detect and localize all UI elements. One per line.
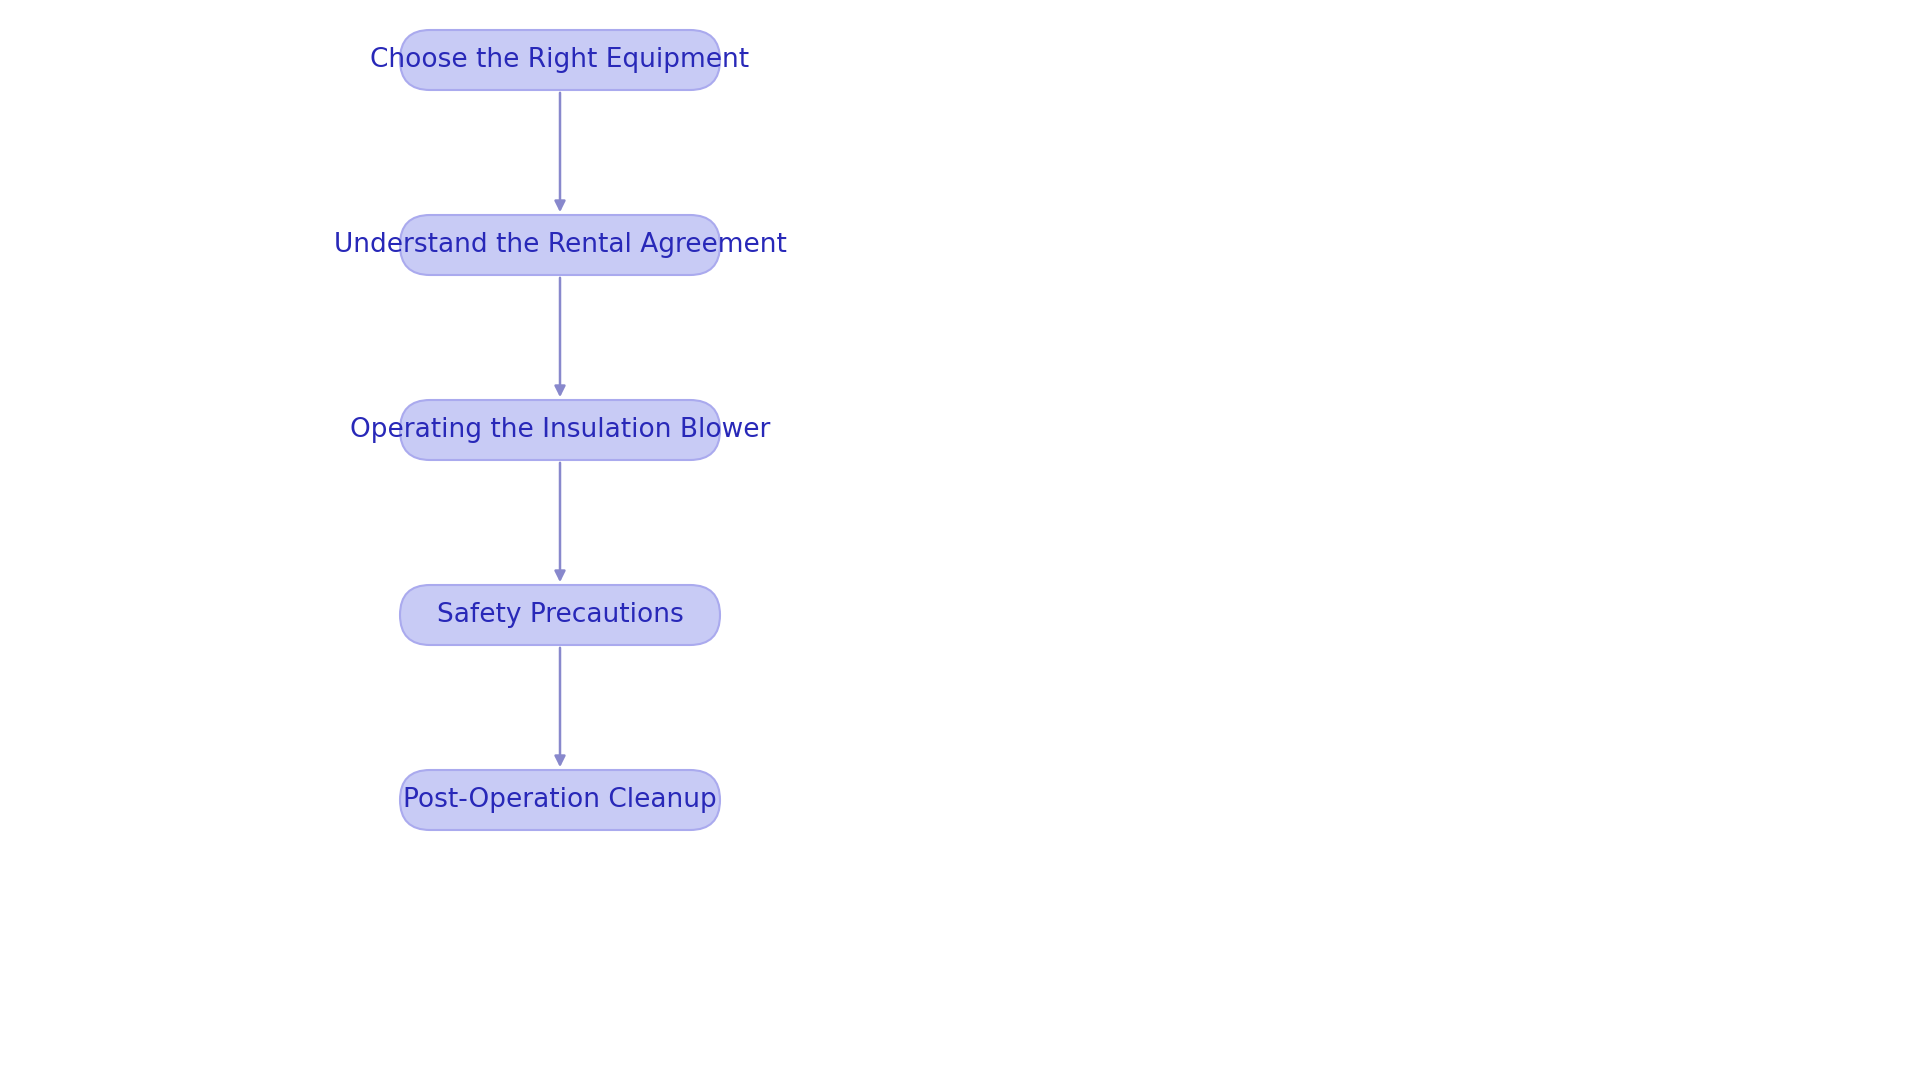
FancyBboxPatch shape — [399, 216, 720, 275]
Text: Post-Operation Cleanup: Post-Operation Cleanup — [403, 787, 716, 813]
Text: Safety Precautions: Safety Precautions — [436, 602, 684, 628]
FancyBboxPatch shape — [399, 585, 720, 645]
FancyBboxPatch shape — [399, 30, 720, 90]
FancyBboxPatch shape — [399, 400, 720, 460]
Text: Operating the Insulation Blower: Operating the Insulation Blower — [349, 417, 770, 443]
FancyBboxPatch shape — [399, 770, 720, 830]
Text: Understand the Rental Agreement: Understand the Rental Agreement — [334, 232, 787, 258]
Text: Choose the Right Equipment: Choose the Right Equipment — [371, 47, 749, 73]
